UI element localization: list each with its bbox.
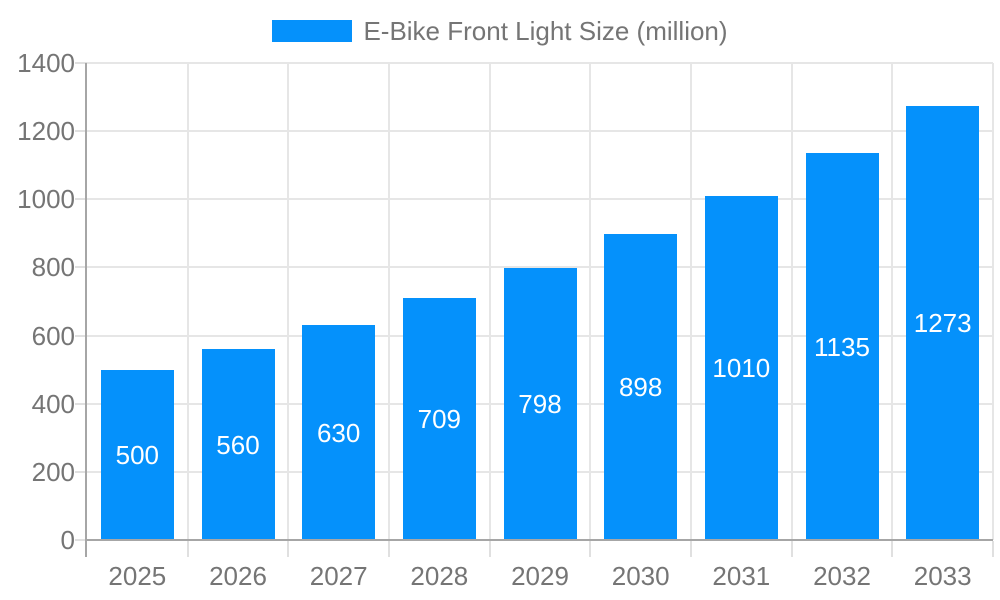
y-axis-line (85, 63, 87, 557)
x-axis-label: 2026 (209, 561, 267, 591)
y-axis-label: 0 (60, 525, 75, 555)
y-axis-tick (75, 198, 87, 201)
y-gridline (87, 266, 993, 269)
legend-swatch-icon (272, 20, 353, 42)
x-gridline (790, 63, 793, 540)
x-gridline (186, 63, 189, 540)
x-gridline (992, 63, 994, 540)
y-axis-tick (75, 266, 87, 269)
bar-value-label: 709 (417, 404, 462, 434)
x-axis-tick (186, 541, 189, 557)
y-gridline (87, 62, 993, 64)
y-gridline (87, 198, 993, 201)
bar-value-label: 798 (518, 389, 562, 419)
x-axis-label: 2025 (108, 561, 167, 591)
bar-value-label: 1135 (814, 331, 870, 362)
y-gridline (87, 130, 993, 133)
x-axis-label: 2032 (813, 561, 871, 591)
y-axis-tick (75, 334, 87, 337)
y-axis-tick (75, 130, 87, 133)
x-axis-tick (992, 541, 994, 557)
x-axis-label: 2031 (712, 561, 771, 591)
y-axis-tick (75, 470, 87, 473)
x-axis-tick (388, 541, 390, 557)
x-gridline (287, 63, 290, 540)
x-axis-line (87, 539, 993, 541)
bar[interactable] (604, 234, 678, 540)
y-axis-tick (75, 539, 87, 541)
x-axis-label: 2028 (410, 561, 469, 591)
y-axis-label: 400 (31, 388, 75, 419)
x-axis-tick (891, 541, 894, 557)
x-axis-label: 2030 (611, 561, 670, 591)
bar-value-label: 500 (115, 440, 160, 470)
y-axis-tick (75, 62, 87, 64)
bar-value-label: 898 (618, 372, 663, 402)
x-gridline (488, 63, 491, 540)
bar-value-label: 1273 (913, 308, 972, 338)
x-gridline (891, 63, 894, 540)
legend-label: E-Bike Front Light Size (million) (363, 16, 728, 46)
legend[interactable]: E-Bike Front Light Size (million) (0, 17, 1000, 45)
bar[interactable] (906, 106, 980, 540)
x-axis-label: 2027 (309, 561, 368, 591)
bar[interactable] (100, 370, 174, 540)
y-axis-label: 1400 (17, 48, 75, 78)
y-axis-label: 800 (31, 252, 75, 283)
bar[interactable] (201, 349, 275, 540)
x-axis-tick (589, 541, 592, 557)
bar[interactable] (503, 268, 577, 540)
y-axis-label: 200 (31, 456, 75, 487)
y-axis-label: 1000 (17, 184, 75, 215)
bar-value-label: 1010 (712, 353, 771, 383)
x-axis-tick (690, 541, 692, 557)
x-gridline (589, 63, 592, 540)
x-gridline (388, 63, 390, 540)
x-gridline (690, 63, 692, 540)
bar[interactable] (302, 325, 376, 540)
y-axis-tick (75, 402, 87, 405)
bar-value-label: 560 (216, 429, 260, 460)
bar[interactable] (805, 153, 879, 540)
bar[interactable] (402, 298, 476, 540)
x-axis-label: 2029 (511, 561, 569, 591)
x-axis-tick (790, 541, 793, 557)
bar[interactable] (704, 196, 778, 540)
y-axis-label: 1200 (17, 116, 75, 147)
x-axis-tick (488, 541, 491, 557)
x-axis-label: 2033 (913, 561, 972, 591)
x-axis-tick (287, 541, 290, 557)
y-axis-label: 600 (31, 320, 75, 351)
bar-value-label: 630 (316, 417, 361, 448)
